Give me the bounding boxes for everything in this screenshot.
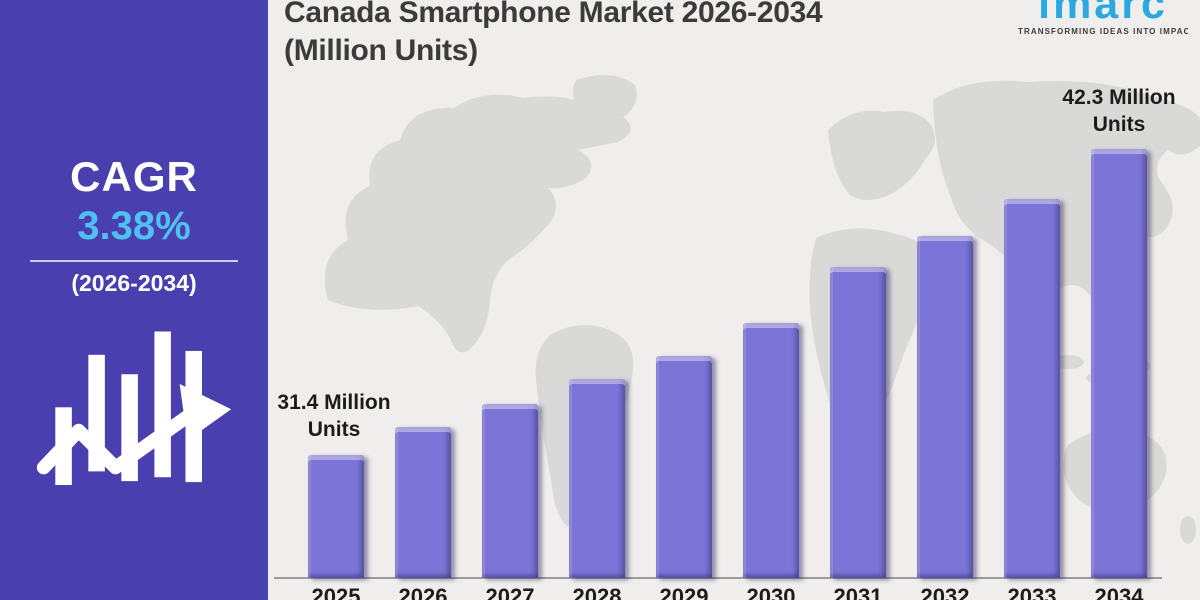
cagr-label: CAGR (70, 153, 198, 200)
cagr-panel: CAGR 3.38% (2026-2034) (0, 0, 268, 600)
bar-chart: 31.4 Million Units 42.3 Million Units 20… (268, 0, 1200, 600)
annotation-2025-line2: Units (307, 418, 361, 441)
x-axis-label-2028: 2028 (572, 584, 622, 600)
x-axis-label-2026: 2026 (398, 584, 448, 600)
x-axis-label-2031: 2031 (833, 584, 883, 600)
x-axis-label-2030: 2030 (746, 584, 796, 600)
chart-panel: Canada Smartphone Market 2026-2034 (Mill… (268, 0, 1200, 600)
annotation-2025: 31.4 Million Units (268, 389, 400, 443)
x-axis-line (274, 577, 1162, 579)
bar-2028 (569, 379, 625, 578)
bar-2034 (1091, 149, 1147, 578)
bar-2027 (482, 404, 538, 578)
imarc-logo-wordmark: imarc (1038, 0, 1168, 28)
bar-2032 (917, 236, 973, 578)
cagr-value: 3.38% (77, 204, 191, 248)
imarc-logo: imarc TRANSFORMING IDEAS INTO IMPACT (1018, 0, 1188, 44)
x-axis-label-2027: 2027 (485, 584, 535, 600)
x-axis-label-2034: 2034 (1094, 584, 1144, 600)
annotation-2034-line2: Units (1092, 113, 1146, 136)
chart-title-line2: (Million Units) (284, 34, 478, 67)
bar-chart-growth-arrow-icon (32, 311, 236, 523)
divider-line (30, 260, 238, 262)
bar-2033 (1004, 199, 1060, 578)
bar-2031 (830, 267, 886, 578)
chart-title: Canada Smartphone Market 2026-2034 (Mill… (284, 0, 823, 70)
annotation-2034-line1: 42.3 Million (1062, 86, 1176, 109)
bar-2025 (308, 455, 364, 578)
chart-title-line1: Canada Smartphone Market 2026-2034 (284, 0, 823, 29)
imarc-logo-tagline: TRANSFORMING IDEAS INTO IMPACT (1018, 27, 1188, 36)
bar-2030 (743, 323, 799, 578)
x-axis-label-2032: 2032 (920, 584, 970, 600)
x-axis-label-2025: 2025 (311, 584, 361, 600)
annotation-2025-line1: 31.4 Million (277, 391, 391, 414)
cagr-period: (2026-2034) (71, 270, 197, 296)
bar-2026 (395, 427, 451, 578)
x-axis-label-2029: 2029 (659, 584, 709, 600)
annotation-2034: 42.3 Million Units (1044, 84, 1194, 138)
bar-2029 (656, 356, 712, 578)
x-axis-label-2033: 2033 (1007, 584, 1057, 600)
